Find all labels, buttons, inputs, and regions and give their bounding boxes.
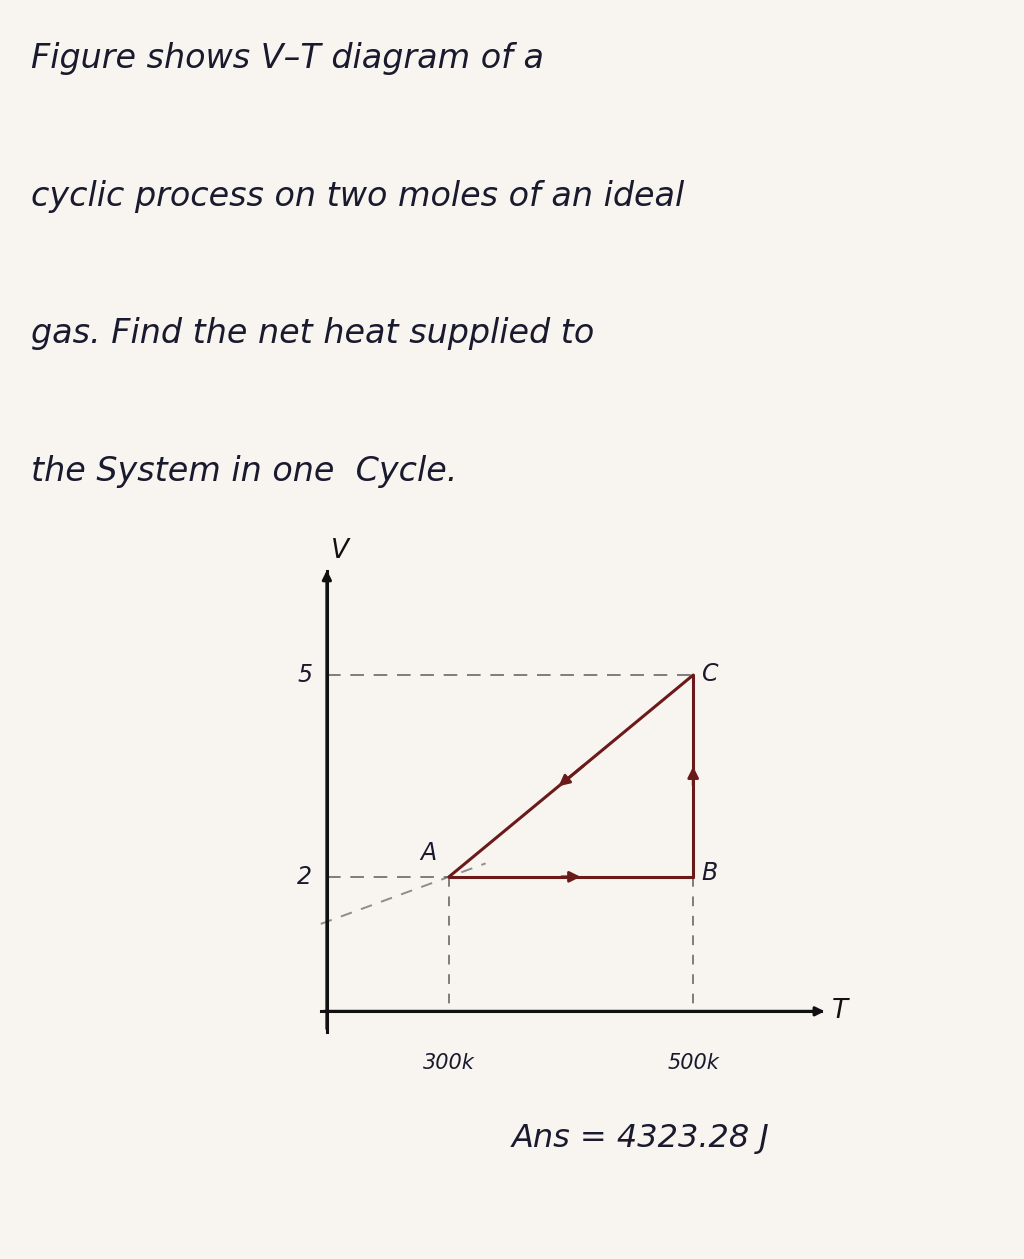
Text: cyclic process on two moles of an ideal: cyclic process on two moles of an ideal: [31, 180, 684, 213]
Text: Figure shows V–T diagram of a: Figure shows V–T diagram of a: [31, 43, 544, 76]
Text: the System in one  Cycle.: the System in one Cycle.: [31, 454, 457, 487]
Text: B: B: [701, 861, 718, 885]
Text: C: C: [701, 662, 718, 686]
Text: gas. Find the net heat supplied to: gas. Find the net heat supplied to: [31, 317, 594, 350]
Text: 500k: 500k: [668, 1053, 719, 1073]
Text: T: T: [833, 998, 849, 1025]
Text: 5: 5: [297, 663, 312, 687]
Text: A: A: [421, 841, 437, 865]
Text: 2: 2: [297, 865, 312, 889]
Text: 300k: 300k: [423, 1053, 475, 1073]
Text: Ans = 4323.28 J: Ans = 4323.28 J: [512, 1123, 770, 1153]
Text: V: V: [331, 538, 348, 564]
